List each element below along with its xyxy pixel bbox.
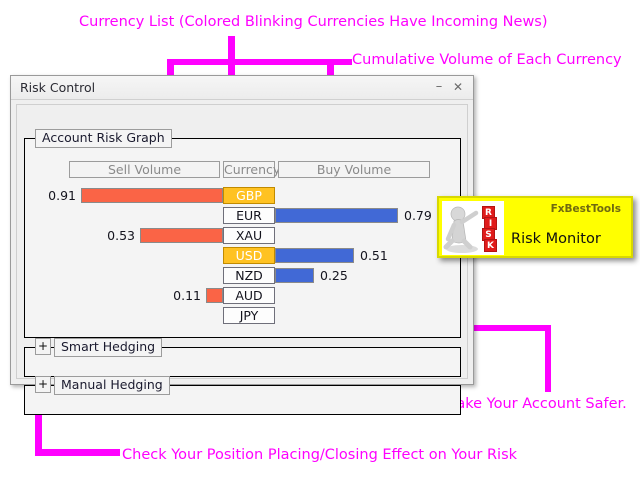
currency-cell-jpy[interactable]: JPY — [223, 307, 275, 324]
buy-volume-bar — [275, 268, 314, 283]
currency-cell-xau[interactable]: XAU — [223, 227, 275, 244]
window-title: Risk Control — [20, 80, 96, 95]
badge-brand-name: FxBestTools — [550, 203, 621, 215]
window-client-area: Account Risk Graph Sell Volume Currency … — [16, 104, 468, 415]
buy-volume-bar — [275, 208, 398, 223]
sell-volume-value: 0.11 — [173, 288, 201, 303]
sell-volume-bar — [140, 228, 223, 243]
manual-hedging-label[interactable]: Manual Hedging — [54, 376, 170, 395]
annotation-position-effect: Check Your Position Placing/Closing Effe… — [122, 447, 518, 463]
sell-volume-value: 0.53 — [107, 228, 135, 243]
currency-cell-aud[interactable]: AUD — [223, 287, 275, 304]
risk-control-window: Risk Control – ✕ Account Risk Graph Sell… — [10, 75, 474, 415]
risk-block-s: S — [482, 228, 495, 241]
minimize-button[interactable]: – — [435, 79, 443, 94]
manual-hedging-expand-button[interactable]: + — [35, 376, 51, 393]
buy-volume-bar — [275, 248, 354, 263]
badge-product-title: Risk Monitor — [511, 231, 601, 247]
annotation-currency-list: Currency List (Colored Blinking Currenci… — [79, 14, 548, 30]
currency-row[interactable]: 0.91 GBP — [25, 187, 462, 207]
sell-volume-bar — [206, 288, 223, 303]
currency-row[interactable]: 0.11 AUD — [25, 287, 462, 307]
smart-hedging-label[interactable]: Smart Hedging — [54, 338, 163, 357]
risk-block-k: K — [484, 239, 497, 252]
column-header-currency[interactable]: Currency — [223, 161, 281, 178]
leader-line-position-horizontal — [35, 449, 120, 456]
manual-hedging-panel: + Manual Hedging — [24, 376, 461, 415]
currency-cell-gbp[interactable]: GBP — [223, 187, 275, 204]
sell-volume-bar — [81, 188, 223, 203]
currency-row[interactable]: EUR 0.79 — [25, 207, 462, 227]
account-risk-graph-panel: Account Risk Graph Sell Volume Currency … — [24, 129, 462, 338]
currency-row[interactable]: JPY — [25, 307, 462, 327]
close-button[interactable]: ✕ — [452, 80, 464, 94]
currency-cell-usd[interactable]: USD — [223, 247, 275, 264]
currency-cell-nzd[interactable]: NZD — [223, 267, 275, 284]
account-risk-graph-label: Account Risk Graph — [35, 129, 172, 148]
smart-hedging-panel: + Smart Hedging — [24, 338, 461, 377]
leader-line-smart-vertical — [545, 325, 551, 392]
annotation-cumulative-volume: Cumulative Volume of Each Currency — [352, 52, 622, 68]
smart-hedging-expand-button[interactable]: + — [35, 338, 51, 355]
column-header-buy-volume[interactable]: Buy Volume — [278, 161, 430, 178]
buy-volume-value: 0.79 — [404, 208, 432, 223]
currency-row[interactable]: NZD 0.25 — [25, 267, 462, 287]
window-titlebar: Risk Control – ✕ — [11, 76, 473, 100]
column-header-sell-volume[interactable]: Sell Volume — [69, 161, 220, 178]
currency-row[interactable]: 0.53 XAU — [25, 227, 462, 247]
sell-volume-value: 0.91 — [48, 188, 76, 203]
leader-line-smart-horizontal — [455, 325, 551, 331]
buy-volume-value: 0.25 — [320, 268, 348, 283]
leader-line-cumulative-horizontal — [167, 59, 352, 65]
figure-icon — [443, 206, 479, 253]
buy-volume-value: 0.51 — [360, 248, 388, 263]
currency-cell-eur[interactable]: EUR — [223, 207, 275, 224]
currency-row[interactable]: USD 0.51 — [25, 247, 462, 267]
